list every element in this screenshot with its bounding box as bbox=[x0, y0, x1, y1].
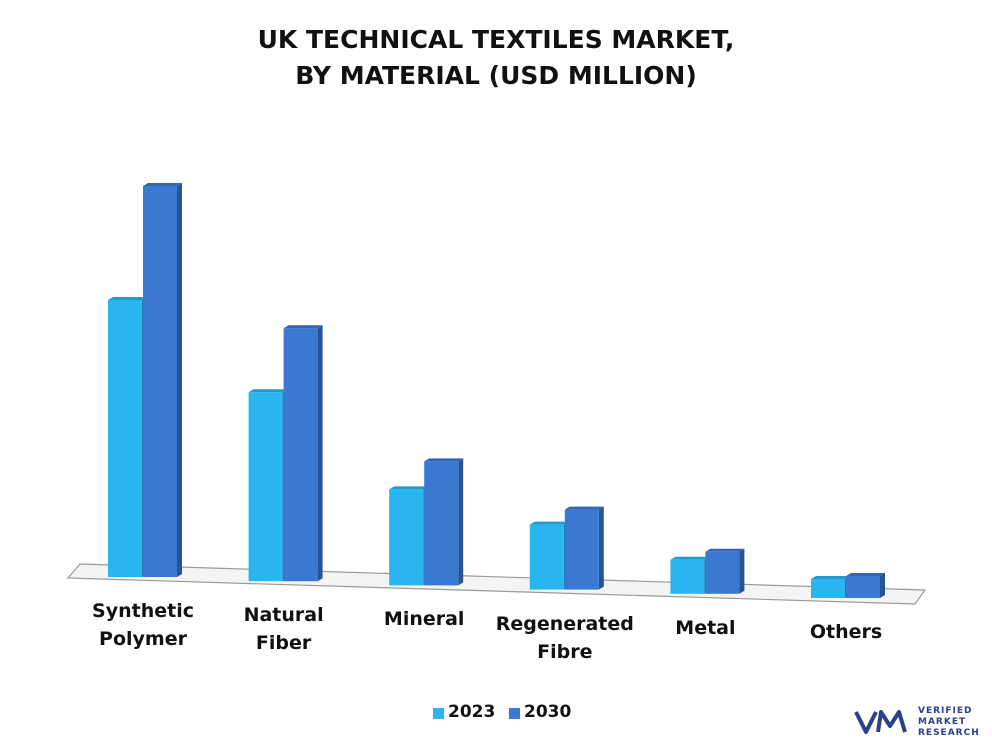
logo-text: MARKET bbox=[918, 717, 967, 727]
logo-mark bbox=[854, 710, 907, 734]
legend-label: 2023 bbox=[448, 702, 496, 722]
x-tick-label: Others bbox=[809, 621, 883, 643]
bar bbox=[811, 579, 845, 598]
bar bbox=[424, 461, 459, 586]
bar-side bbox=[598, 506, 604, 590]
x-tick-label: Synthetic Polymer bbox=[92, 600, 194, 650]
bar bbox=[564, 509, 599, 590]
bar-side bbox=[458, 458, 464, 586]
bar-top bbox=[143, 183, 182, 186]
bar-top bbox=[846, 573, 885, 576]
x-tick-label: Metal bbox=[675, 616, 736, 639]
legend-label: 2030 bbox=[524, 702, 572, 722]
bar-side bbox=[739, 548, 745, 594]
bar-top bbox=[248, 389, 288, 393]
bar-top bbox=[529, 521, 569, 525]
bar bbox=[389, 489, 424, 586]
bar bbox=[529, 524, 564, 590]
bar-top bbox=[705, 548, 745, 552]
bar bbox=[108, 300, 142, 577]
bar-top bbox=[283, 325, 323, 329]
bar bbox=[670, 559, 705, 594]
bar-top bbox=[389, 486, 429, 490]
bar-side bbox=[880, 573, 885, 598]
logo-text: VERIFIED bbox=[918, 706, 973, 716]
logo-text: RESEARCH bbox=[918, 728, 980, 738]
x-tick-label: Regenerated Fibre bbox=[495, 612, 634, 663]
bar-top bbox=[564, 506, 604, 510]
bar-top bbox=[424, 458, 464, 462]
bar bbox=[248, 392, 283, 582]
bar-top bbox=[108, 297, 147, 300]
bar bbox=[143, 186, 177, 577]
bar bbox=[846, 576, 880, 598]
legend-swatch bbox=[433, 708, 444, 719]
x-tick-label: Mineral bbox=[383, 608, 465, 631]
chart-title: UK TECHNICAL TEXTILES MARKET, BY MATERIA… bbox=[257, 25, 735, 90]
bar bbox=[283, 328, 318, 582]
bar-side bbox=[317, 325, 323, 582]
bar bbox=[705, 551, 740, 594]
bar-top bbox=[811, 576, 850, 579]
bar-side bbox=[177, 183, 182, 577]
bar-top bbox=[670, 556, 710, 560]
x-tick-label: Natural Fiber bbox=[243, 604, 324, 655]
legend-swatch bbox=[509, 708, 520, 719]
